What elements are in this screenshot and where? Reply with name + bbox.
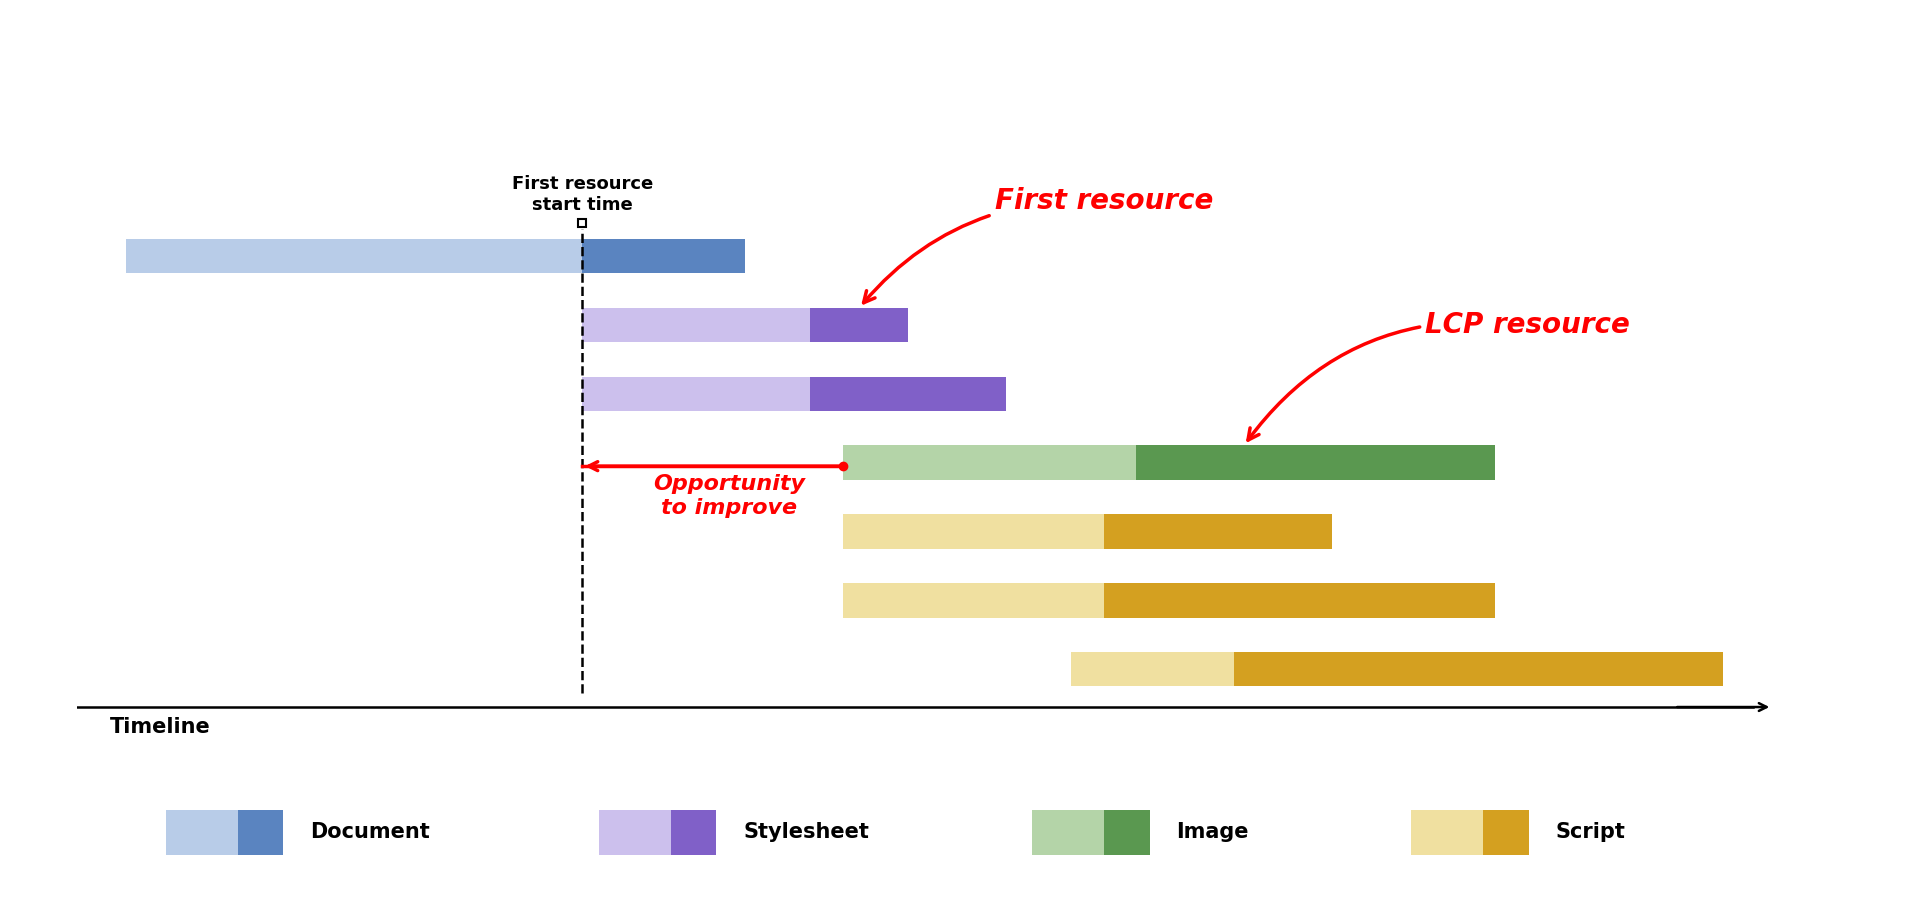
- Bar: [1411, 810, 1484, 855]
- Text: Stylesheet: Stylesheet: [743, 823, 870, 842]
- Bar: [843, 446, 1137, 480]
- Bar: [165, 810, 238, 855]
- Text: Opportunity
to improve: Opportunity to improve: [653, 474, 804, 518]
- Bar: [1071, 652, 1235, 687]
- Bar: [582, 308, 810, 342]
- Text: Image: Image: [1177, 823, 1250, 842]
- Bar: [1104, 583, 1496, 617]
- Bar: [1484, 810, 1528, 855]
- Bar: [1104, 514, 1332, 549]
- Text: Timeline: Timeline: [109, 717, 209, 737]
- Bar: [1235, 652, 1724, 687]
- Text: First resource
start time: First resource start time: [511, 175, 653, 213]
- Bar: [672, 810, 716, 855]
- Text: First resource: First resource: [864, 187, 1213, 302]
- Bar: [125, 239, 582, 274]
- Bar: [1033, 810, 1104, 855]
- Bar: [843, 583, 1104, 617]
- Text: Script: Script: [1555, 823, 1626, 842]
- Text: LCP resource: LCP resource: [1248, 311, 1630, 440]
- Bar: [810, 308, 908, 342]
- Bar: [582, 377, 810, 411]
- Bar: [582, 239, 745, 274]
- Bar: [810, 377, 1006, 411]
- Bar: [1104, 810, 1150, 855]
- Bar: [238, 810, 284, 855]
- Bar: [599, 810, 672, 855]
- Bar: [1137, 446, 1496, 480]
- Bar: [843, 514, 1104, 549]
- Text: Document: Document: [311, 823, 430, 842]
